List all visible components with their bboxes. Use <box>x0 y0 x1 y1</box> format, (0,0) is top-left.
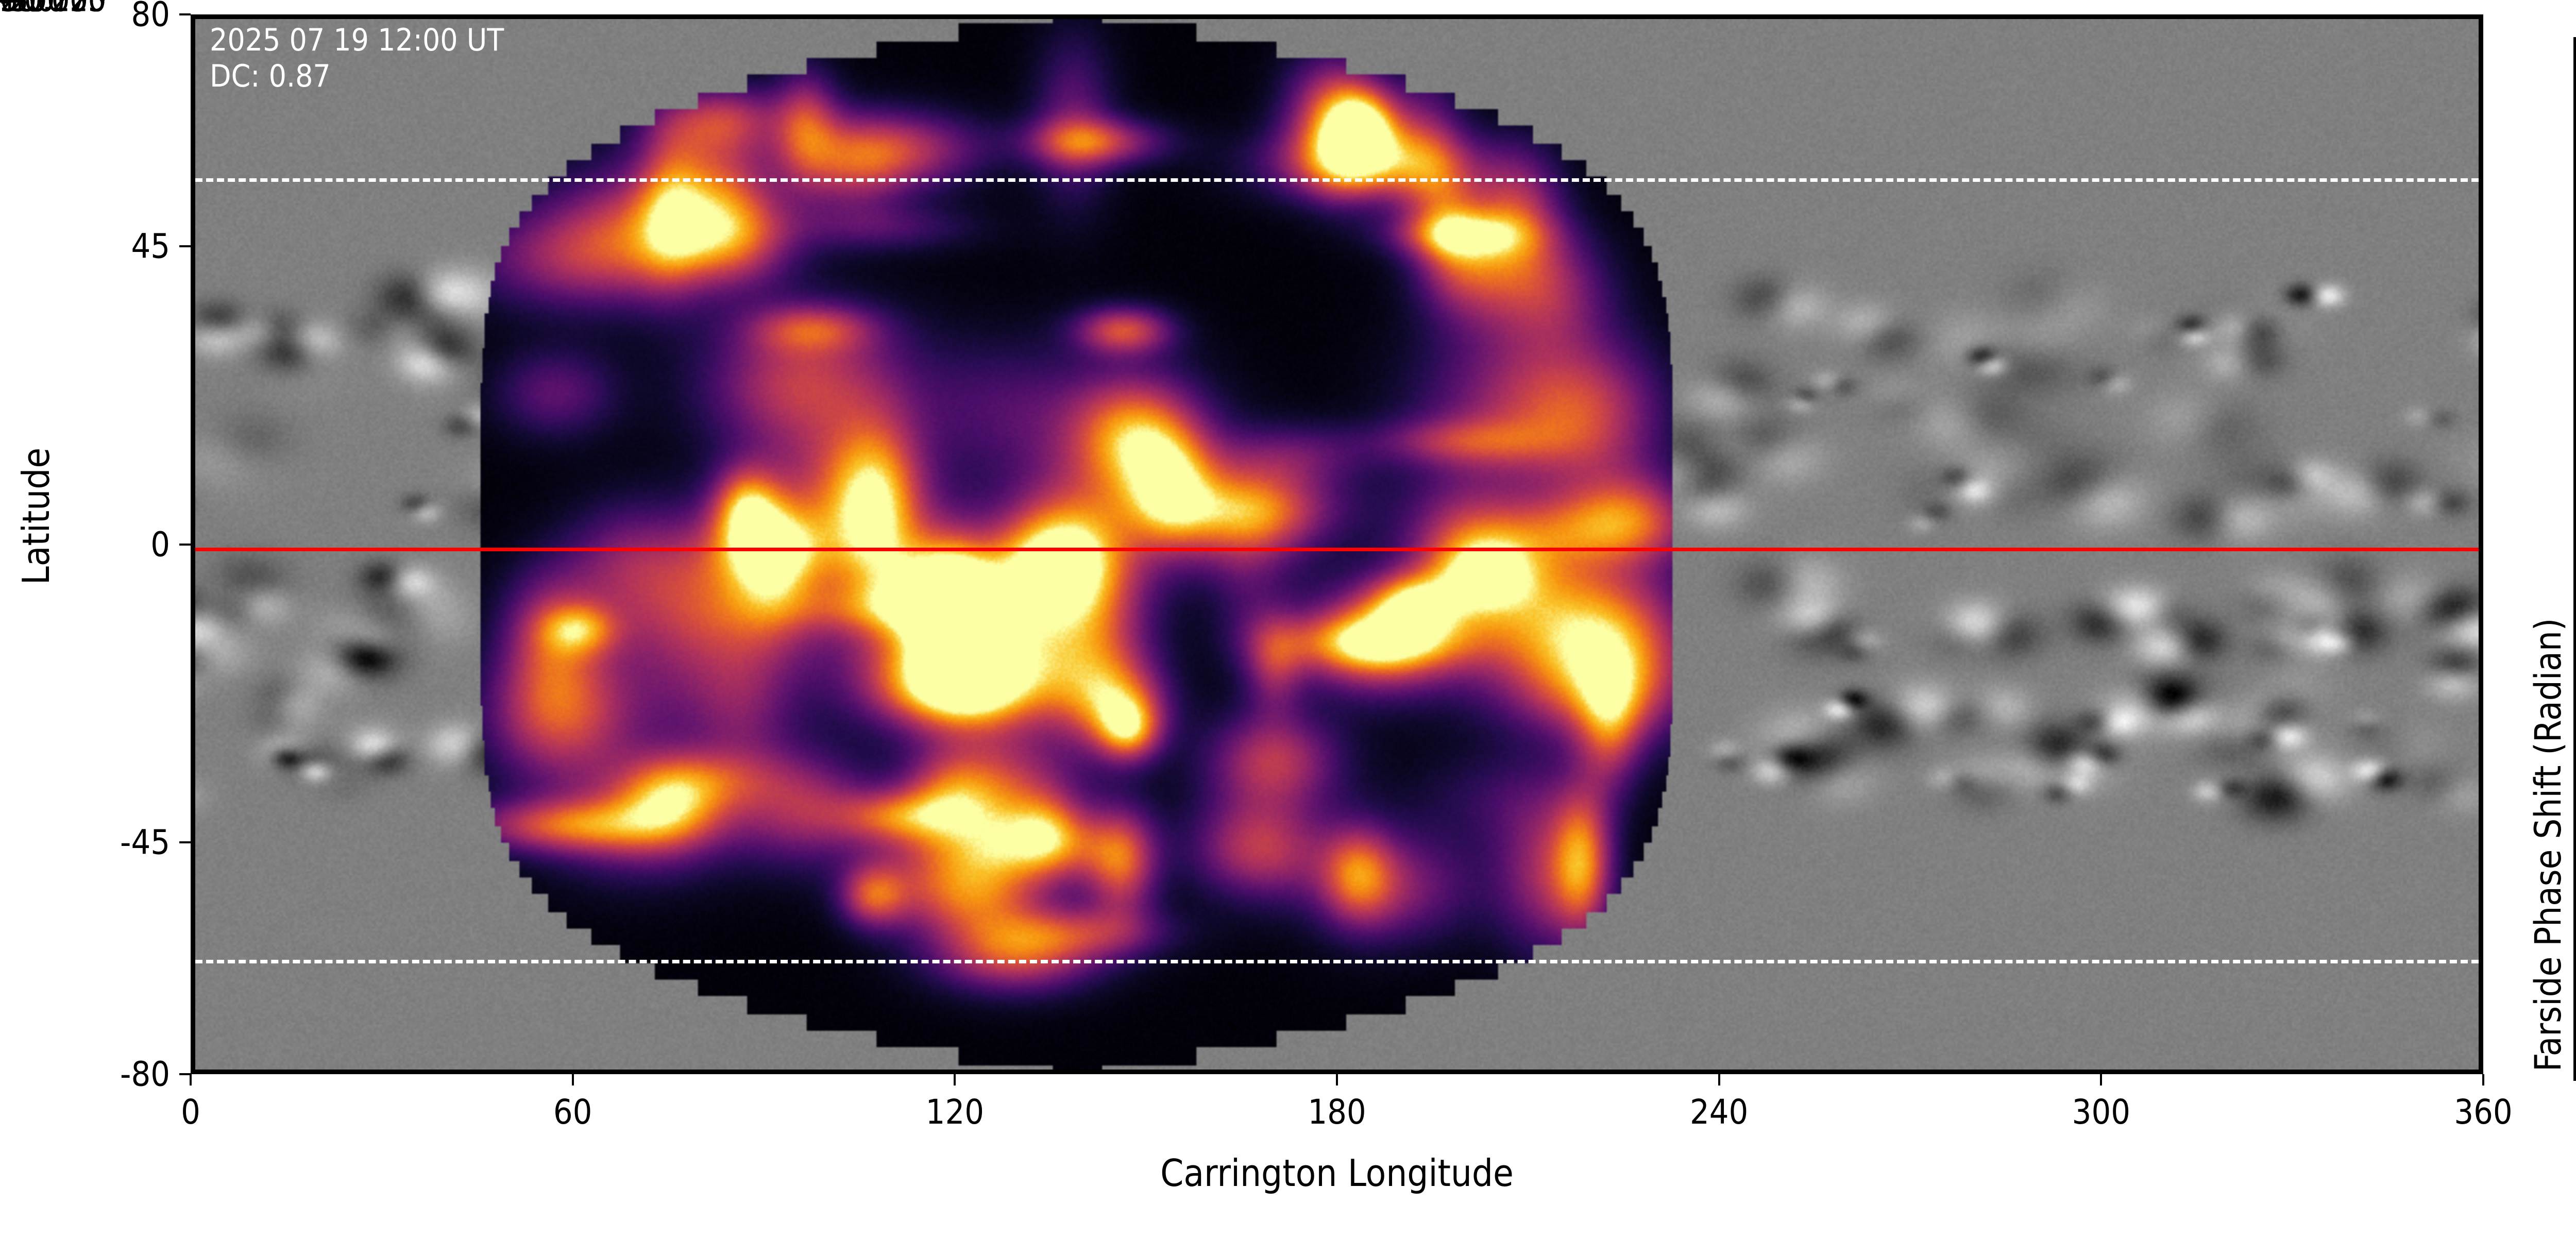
y-tick <box>179 841 191 844</box>
y-tick <box>179 13 191 15</box>
colorbar-tick-label: -50 <box>0 0 47 19</box>
colorbar-tick-label: −0.125 <box>0 0 107 19</box>
colorbar-tick-label: −0.100 <box>0 0 107 19</box>
latitude-limit-north <box>195 178 2479 182</box>
y-tick-label: 0 <box>150 524 170 564</box>
x-tick-label: 120 <box>925 1092 984 1132</box>
x-tick-label: 300 <box>2072 1092 2130 1132</box>
colorbar-tick-label: 100 <box>0 0 55 19</box>
x-tick <box>1718 1074 1720 1086</box>
colorbar-tick-label: −0.175 <box>0 0 107 19</box>
colorbar-tick-label: -150 <box>0 0 65 19</box>
colorbar-tick-label: -200 <box>0 0 65 19</box>
colorbar-tick <box>0 0 14 3</box>
y-tick-label: 80 <box>131 0 170 35</box>
colorbar-tick-label: 0 <box>0 0 19 19</box>
x-tick <box>571 1074 574 1086</box>
colorbar-tick-label: 150 <box>0 0 55 19</box>
farside-colorbar-title: Farside Phase Shift (Radian) <box>2527 618 2569 1072</box>
y-tick-label: 45 <box>131 226 170 266</box>
x-tick-label: 60 <box>553 1092 592 1132</box>
farside-phase-shift-pixels <box>195 19 2479 1070</box>
x-tick-label: 0 <box>181 1092 200 1132</box>
colorbar-tick-label: -100 <box>0 0 65 19</box>
colorbar-tick-label: −0.225 <box>0 0 107 19</box>
x-tick <box>2482 1074 2484 1086</box>
colorbar-tick-label: 200 <box>0 0 55 19</box>
y-axis-title: Latitude <box>14 447 58 585</box>
colorbar-tick-label: 50 <box>0 0 37 19</box>
y-tick <box>179 1073 191 1075</box>
y-tick <box>179 245 191 247</box>
x-tick <box>1336 1074 1338 1086</box>
x-tick <box>190 1074 192 1086</box>
latitude-limit-south <box>195 959 2479 963</box>
farside-map-plot: 2025 07 19 12:00 UT DC: 0.87 NISP NSO IN… <box>191 14 2483 1074</box>
x-axis-title: Carrington Longitude <box>1160 1151 1514 1195</box>
colorbar-tick-label: −0.050 <box>0 0 107 19</box>
x-tick <box>2100 1074 2103 1086</box>
x-tick-label: 240 <box>1690 1092 1749 1132</box>
timestamp-annotation: 2025 07 19 12:00 UT DC: 0.87 <box>210 22 504 95</box>
colorbar-tick-label: −0.075 <box>0 0 107 19</box>
x-tick-label: 360 <box>2454 1092 2513 1132</box>
equator-line <box>195 547 2479 551</box>
farside-colorbar <box>2573 37 2576 1081</box>
y-tick-label: -80 <box>120 1054 170 1094</box>
x-tick-label: 180 <box>1308 1092 1366 1132</box>
y-tick <box>179 543 191 546</box>
colorbar-tick-label: −0.200 <box>0 0 107 19</box>
y-tick-label: -45 <box>120 822 170 862</box>
colorbar-tick-label: −0.250 <box>0 0 107 19</box>
x-tick <box>954 1074 956 1086</box>
colorbar-tick-label: −0.150 <box>0 0 107 19</box>
